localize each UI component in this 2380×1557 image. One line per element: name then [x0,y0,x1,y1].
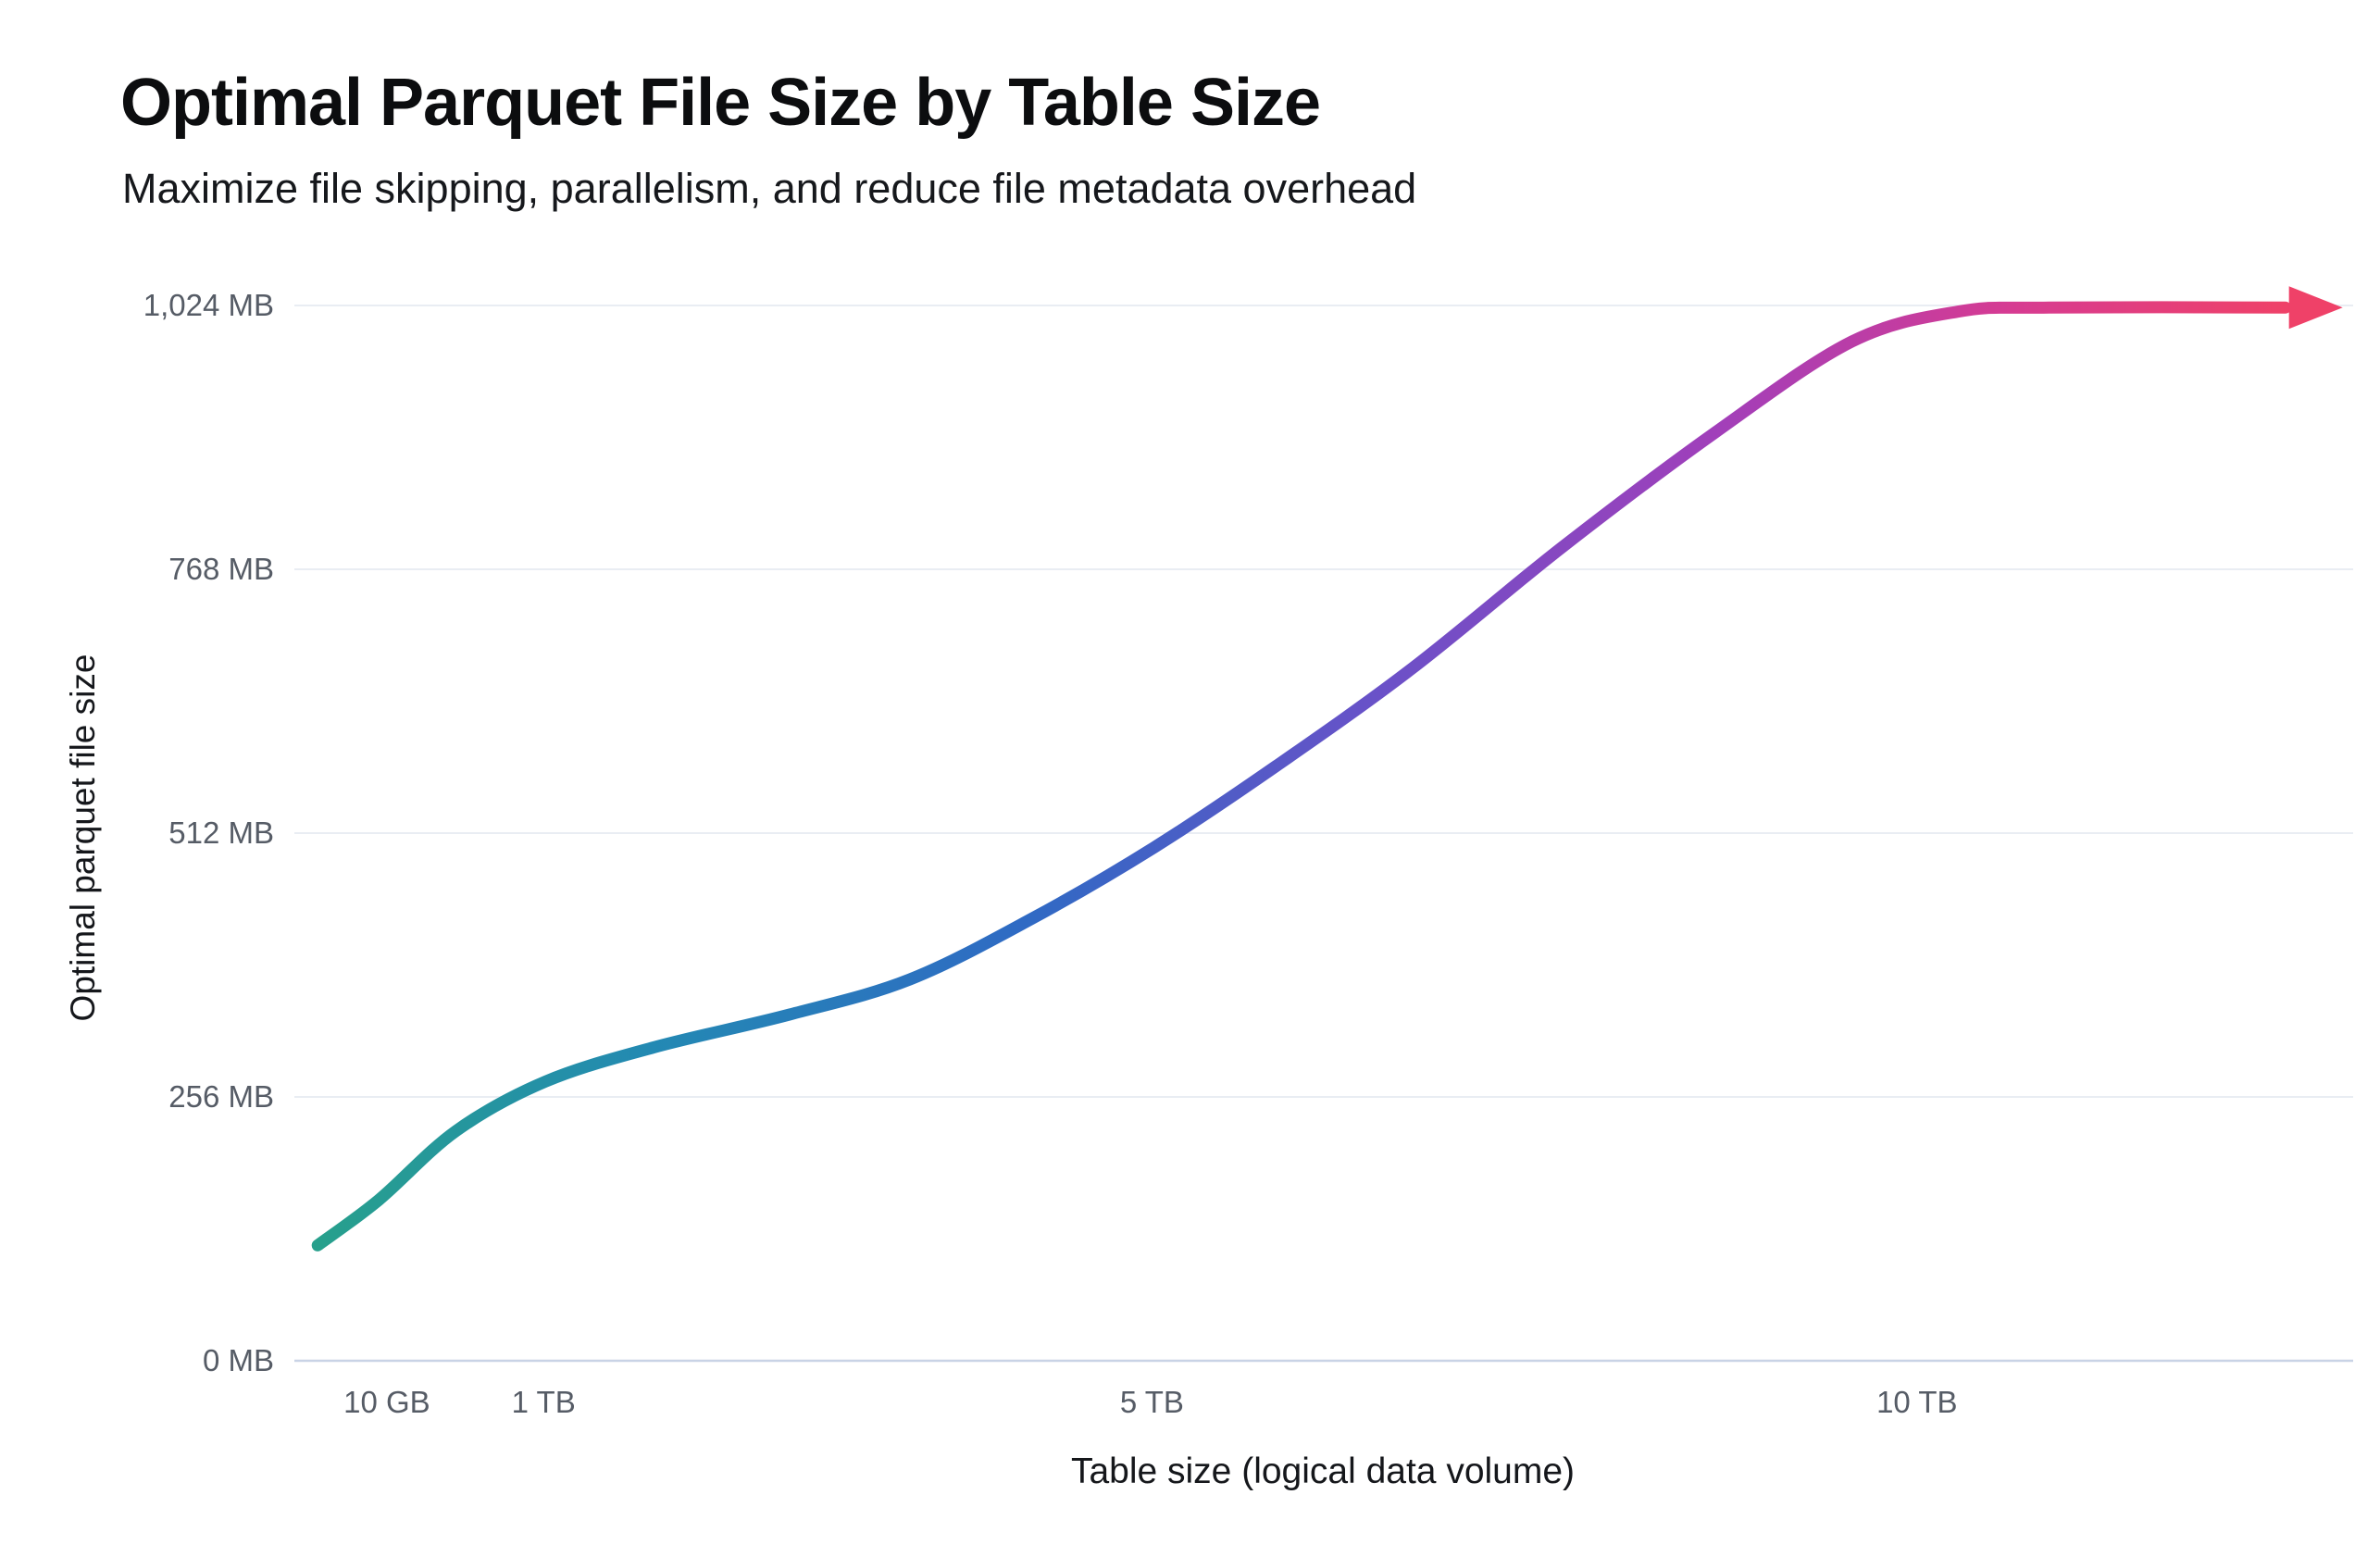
y-tick-label: 768 MB [168,552,274,586]
chart-title: Optimal Parquet File Size by Table Size [120,66,1321,140]
trend-line [311,301,2292,1252]
x-tick-label: 5 TB [1120,1385,1184,1419]
y-tick-label: 512 MB [168,816,274,850]
x-tick-label: 1 TB [512,1385,576,1419]
arrow-head-icon [2288,286,2343,330]
x-tick-label: 10 GB [343,1385,430,1419]
x-axis-title: Table size (logical data volume) [1070,1451,1576,1491]
y-tick-label: 0 MB [203,1343,274,1377]
y-tick-label: 256 MB [168,1079,274,1114]
x-tick-label: 10 TB [1876,1385,1957,1419]
y-tick-label: 1,024 MB [143,288,274,322]
chart-subtitle: Maximize file skipping, parallelism, and… [122,165,1417,212]
